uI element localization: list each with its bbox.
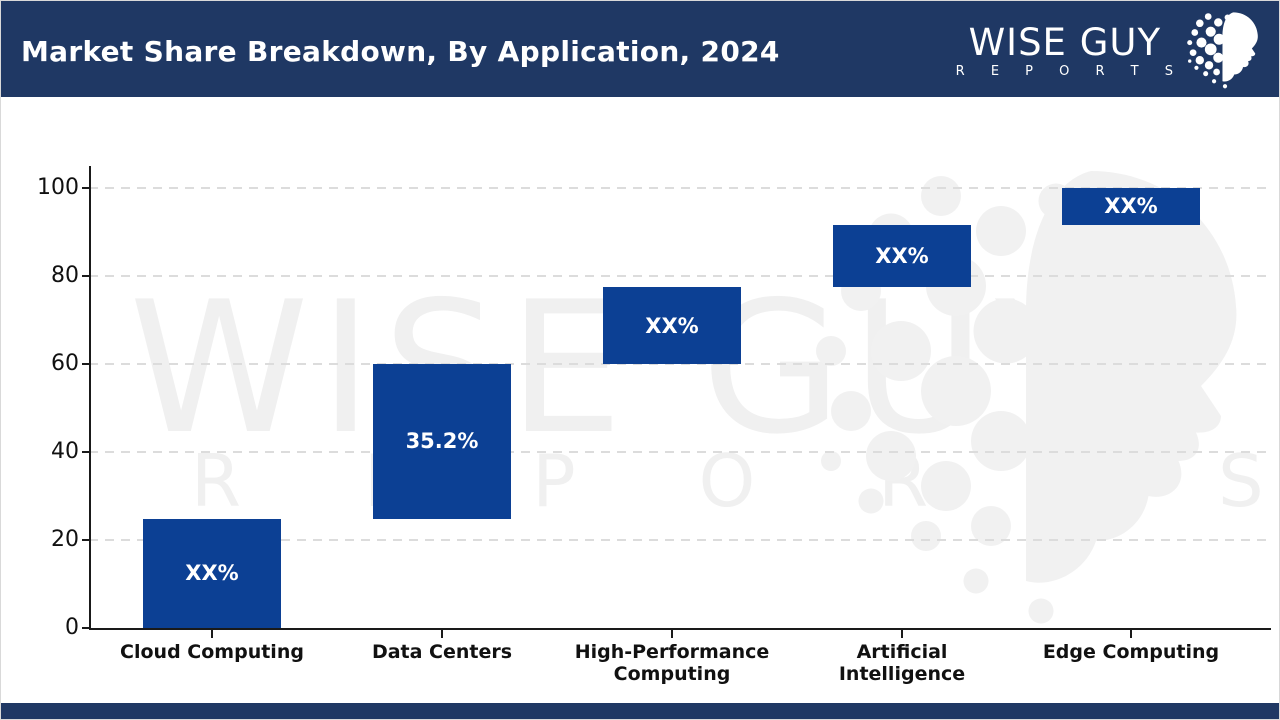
y-axis-tick-label: 20 [51,527,79,552]
y-axis-tick [82,627,90,629]
bar-value-label: XX% [1104,194,1158,219]
bar-edge-computing: XX% [1062,188,1200,225]
chart-title: Market Share Breakdown, By Application, … [21,35,780,68]
y-axis-tick [82,539,90,541]
y-axis-tick-label: 100 [37,175,79,200]
x-axis-tick [441,630,443,638]
y-axis-tick-label: 80 [51,263,79,288]
x-axis-tick [211,630,213,638]
y-axis-line [89,166,91,630]
gridline-y80 [89,275,1271,277]
logo-subtext: R E P O R T S [955,63,1184,79]
bar-value-label: 35.2% [405,429,479,454]
y-axis-tick-label: 40 [51,439,79,464]
gridline-y20 [89,539,1271,541]
bar-data-centers: 35.2% [373,364,511,519]
y-axis-tick [82,451,90,453]
x-axis-category-label: Data Centers [371,641,513,663]
x-axis-line [89,628,1271,630]
x-axis-tick [901,630,903,638]
x-axis-category-label: Edge Computing [1042,641,1220,663]
footer-band [1,703,1279,719]
x-axis-tick [671,630,673,638]
gridline-y40 [89,451,1271,453]
wise-guy-reports-logo: WISE GUY R E P O R T S [951,9,1267,93]
y-axis-tick [82,275,90,277]
y-axis-tick-label: 0 [65,615,79,640]
x-axis-tick [1130,630,1132,638]
gridline-y60 [89,363,1271,365]
logo-head-icon [1187,12,1258,89]
logo-wordmark: WISE GUY [968,20,1162,64]
logo-text: WISE GUY R E P O R T S [951,20,1179,80]
bar-cloud-computing: XX% [143,518,281,628]
y-axis-tick [82,363,90,365]
bar-high-performance-computing: XX% [603,287,741,364]
x-axis-category-label: Cloud Computing [120,641,304,663]
bar-artificial-intelligence: XX% [833,224,971,287]
bar-value-label: XX% [645,313,699,338]
bar-value-label: XX% [185,561,239,586]
gridline-y100 [89,187,1271,189]
x-axis-category-label: High-Performance Computing [574,641,770,685]
y-axis-tick-label: 60 [51,351,79,376]
header-band: Market Share Breakdown, By Application, … [1,1,1279,97]
bar-value-label: XX% [875,243,929,268]
watermark-subtext: R E P O R T S [191,439,1280,523]
y-axis-tick [82,187,90,189]
x-axis-category-label: Artificial Intelligence [838,641,966,685]
